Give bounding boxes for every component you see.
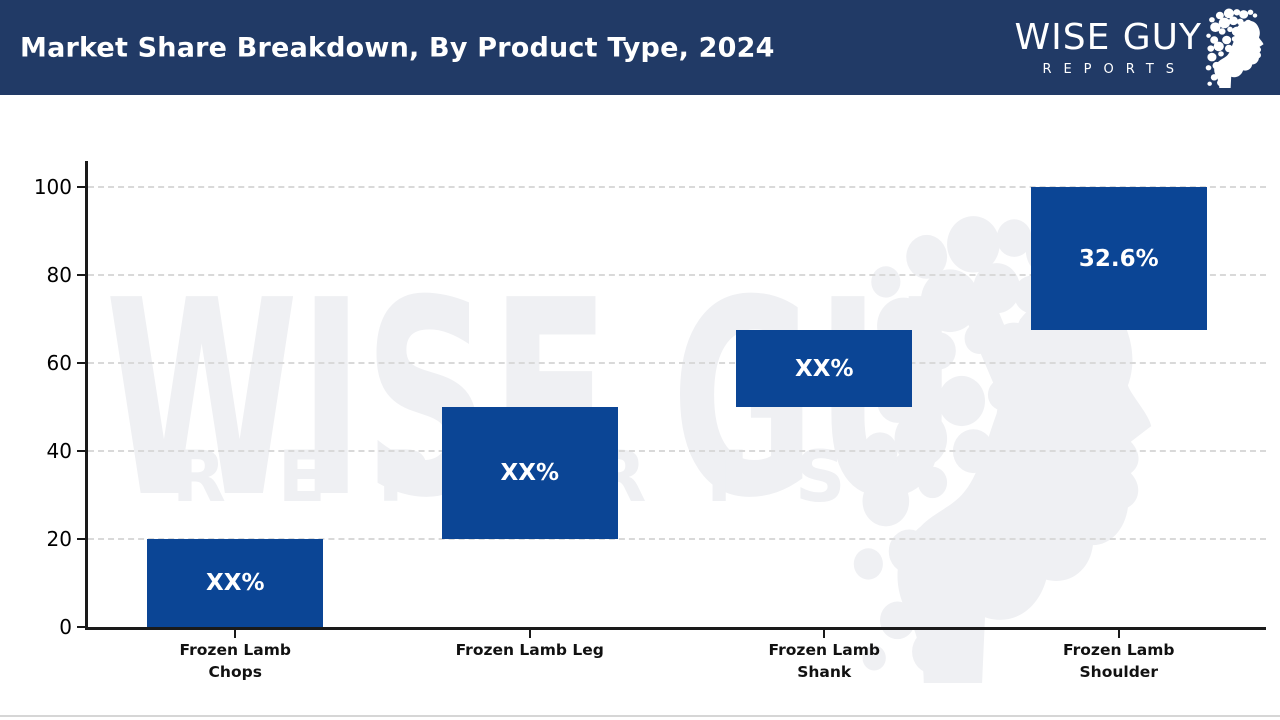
gridline-20: [88, 538, 1266, 540]
y-axis-line: [85, 161, 88, 630]
x-axis-line: [85, 627, 1266, 630]
gridline-40: [88, 450, 1266, 452]
y-tick-label-80: 80: [46, 263, 72, 287]
bar-value-label-frozen-lamb-shoulder: 32.6%: [1078, 245, 1159, 272]
logo-text: WISE GUY REPORTS: [1014, 17, 1203, 78]
gridline-60: [88, 362, 1266, 364]
x-tick-frozen-lamb-shank: [823, 630, 826, 638]
bar-frozen-lamb-shank: XX%: [736, 330, 913, 407]
wiseguy-logo: WISE GUY REPORTS: [1015, 8, 1273, 88]
y-tick-label-20: 20: [46, 527, 72, 551]
y-tick-label-100: 100: [33, 175, 72, 199]
bar-value-label-frozen-lamb-chops: XX%: [205, 570, 265, 596]
gridline-100: [88, 186, 1266, 188]
y-tick-40: [77, 450, 85, 452]
logo-subtitle: REPORTS: [1042, 62, 1187, 77]
bar-value-label-frozen-lamb-leg: XX%: [500, 460, 559, 486]
logo-name: WISE GUY: [1014, 17, 1202, 58]
x-tick-frozen-lamb-shoulder: [1117, 630, 1120, 638]
page-title: Market Share Breakdown, By Product Type,…: [20, 32, 775, 63]
bar-frozen-lamb-leg: XX%: [441, 407, 618, 539]
bar-value-label-frozen-lamb-shank: XX%: [794, 355, 854, 382]
y-tick-label-60: 60: [46, 351, 72, 375]
header-band: Market Share Breakdown, By Product Type,…: [0, 0, 1280, 95]
wiseguy-head-icon: [1204, 8, 1272, 88]
x-tick-label-frozen-lamb-chops: Frozen Lamb Chops: [179, 641, 291, 681]
y-tick-80: [77, 274, 85, 276]
plot-region: 0 20 40 60 80 100 XX% Frozen Lamb Chops XX% Froze…: [0, 95, 1280, 718]
y-tick-label-0: 0: [59, 615, 72, 639]
x-tick-label-frozen-lamb-leg: Frozen Lamb Leg: [455, 641, 604, 659]
y-tick-60: [77, 362, 85, 364]
x-tick-frozen-lamb-chops: [234, 630, 237, 638]
bottom-border: [0, 715, 1280, 717]
x-tick-frozen-lamb-leg: [528, 630, 531, 638]
y-tick-0: [77, 626, 85, 628]
y-tick-20: [77, 538, 85, 540]
x-tick-label-frozen-lamb-shank: Frozen Lamb Shank: [768, 641, 880, 681]
gridline-80: [88, 274, 1266, 276]
y-tick-label-40: 40: [46, 439, 72, 463]
bar-frozen-lamb-shoulder: 32.6%: [1030, 187, 1207, 331]
bar-frozen-lamb-chops: XX%: [147, 539, 324, 627]
y-tick-100: [77, 186, 85, 188]
x-tick-label-frozen-lamb-shoulder: Frozen Lamb Shoulder: [1063, 641, 1175, 681]
